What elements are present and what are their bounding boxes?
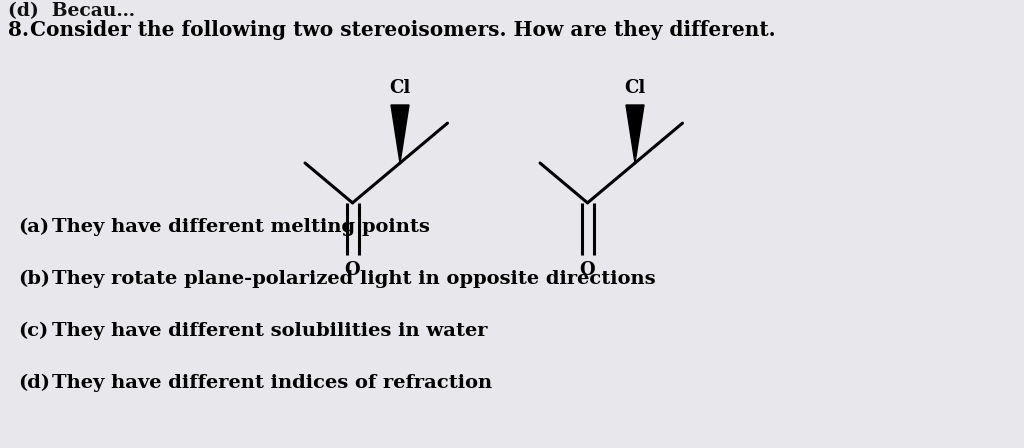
Text: O: O [580,261,595,279]
Text: They have different solubilities in water: They have different solubilities in wate… [52,322,487,340]
Text: They rotate plane-polarized light in opposite directions: They rotate plane-polarized light in opp… [52,270,655,288]
Polygon shape [626,105,644,163]
Text: Cl: Cl [625,79,645,97]
Text: Consider the following two stereoisomers. How are they different.: Consider the following two stereoisomers… [30,20,775,40]
Polygon shape [391,105,409,163]
Text: (b): (b) [18,270,50,288]
Text: 8.: 8. [8,20,29,40]
Text: Cl: Cl [389,79,411,97]
Text: (d)  Becau…: (d) Becau… [8,2,135,20]
Text: They have different melting points: They have different melting points [52,218,430,236]
Text: (c): (c) [18,322,48,340]
Text: They have different indices of refraction: They have different indices of refractio… [52,374,493,392]
Text: (a): (a) [18,218,49,236]
Text: (d): (d) [18,374,50,392]
Text: O: O [345,261,360,279]
